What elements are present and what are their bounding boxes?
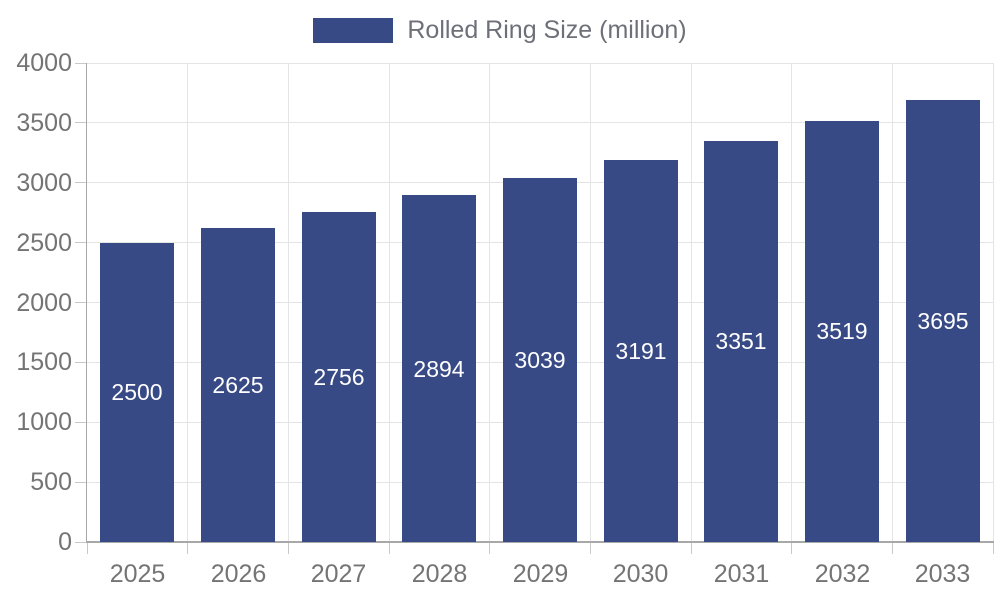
y-tick-label: 2500: [16, 228, 72, 257]
x-axis-tick: [992, 543, 994, 554]
bar-value-label: 3039: [514, 347, 566, 373]
bar[interactable]: [402, 195, 476, 542]
bar-value-label: 3519: [816, 318, 868, 344]
x-axis-tick: [388, 543, 390, 554]
y-tick-label: 4000: [16, 49, 72, 77]
bar[interactable]: [302, 211, 376, 542]
x-tick-label: 2027: [310, 560, 367, 588]
x-axis-tick: [589, 543, 591, 554]
x-axis-tick: [791, 543, 793, 554]
x-axis-tick: [287, 543, 289, 554]
x-axis-tick: [489, 543, 491, 554]
bar-value-label: 2894: [413, 356, 465, 382]
y-tick-label: 0: [58, 528, 72, 556]
x-axis-tick: [690, 543, 692, 554]
gridline-horizontal: [87, 62, 993, 64]
y-tick-label: 3500: [16, 108, 72, 137]
gridline-vertical: [891, 63, 893, 542]
y-axis-tick: [75, 361, 87, 363]
y-tick-label: 3000: [16, 168, 72, 197]
bar[interactable]: [906, 99, 980, 542]
y-tick-label: 1500: [16, 348, 72, 377]
x-tick-label: 2025: [109, 560, 166, 588]
bar-value-label: 3695: [917, 308, 969, 334]
x-axis-tick: [86, 543, 88, 554]
bar[interactable]: [503, 178, 577, 542]
y-axis-tick: [75, 302, 87, 303]
y-axis-tick: [75, 62, 87, 64]
y-tick-label: 1000: [16, 408, 72, 437]
y-axis-tick: [75, 242, 87, 244]
gridline-vertical: [589, 63, 591, 542]
bar[interactable]: [805, 120, 879, 542]
bar-value-label: 2756: [313, 364, 365, 390]
legend-label: Rolled Ring Size (million): [407, 16, 687, 44]
bar-value-label: 3191: [615, 338, 667, 364]
gridline-horizontal: [87, 122, 993, 124]
gridline-vertical: [791, 63, 793, 542]
x-tick-label: 2033: [914, 560, 971, 588]
bar-value-label: 2625: [212, 372, 264, 398]
x-axis-line: [86, 541, 994, 543]
x-tick-label: 2026: [210, 560, 267, 588]
bar[interactable]: [704, 140, 778, 542]
gridline-vertical: [388, 63, 390, 542]
bar[interactable]: [201, 227, 275, 542]
bar-value-label: 2500: [111, 379, 163, 405]
y-axis-tick: [75, 481, 87, 483]
x-axis-tick: [187, 543, 189, 554]
legend[interactable]: Rolled Ring Size (million): [0, 16, 1000, 44]
y-axis-tick: [75, 122, 87, 124]
x-tick-label: 2030: [612, 560, 669, 588]
legend-swatch-icon: [313, 17, 394, 43]
bar[interactable]: [100, 242, 174, 542]
gridline-vertical: [690, 63, 692, 542]
gridline-vertical: [287, 63, 289, 542]
y-axis-tick: [75, 182, 87, 184]
x-tick-label: 2032: [814, 560, 871, 588]
y-axis-tick: [75, 421, 87, 423]
x-tick-label: 2031: [713, 560, 770, 588]
y-axis-tick: [75, 541, 87, 543]
y-axis-line: [86, 63, 87, 543]
bar-value-label: 3351: [715, 328, 767, 354]
x-tick-label: 2029: [512, 560, 569, 588]
bar[interactable]: [604, 159, 678, 542]
y-tick-label: 500: [30, 468, 72, 497]
y-tick-label: 2000: [16, 288, 72, 317]
gridline-vertical: [187, 63, 189, 542]
x-axis-tick: [891, 543, 893, 554]
x-tick-label: 2028: [411, 560, 468, 588]
gridline-vertical: [992, 63, 994, 542]
gridline-vertical: [489, 63, 491, 542]
